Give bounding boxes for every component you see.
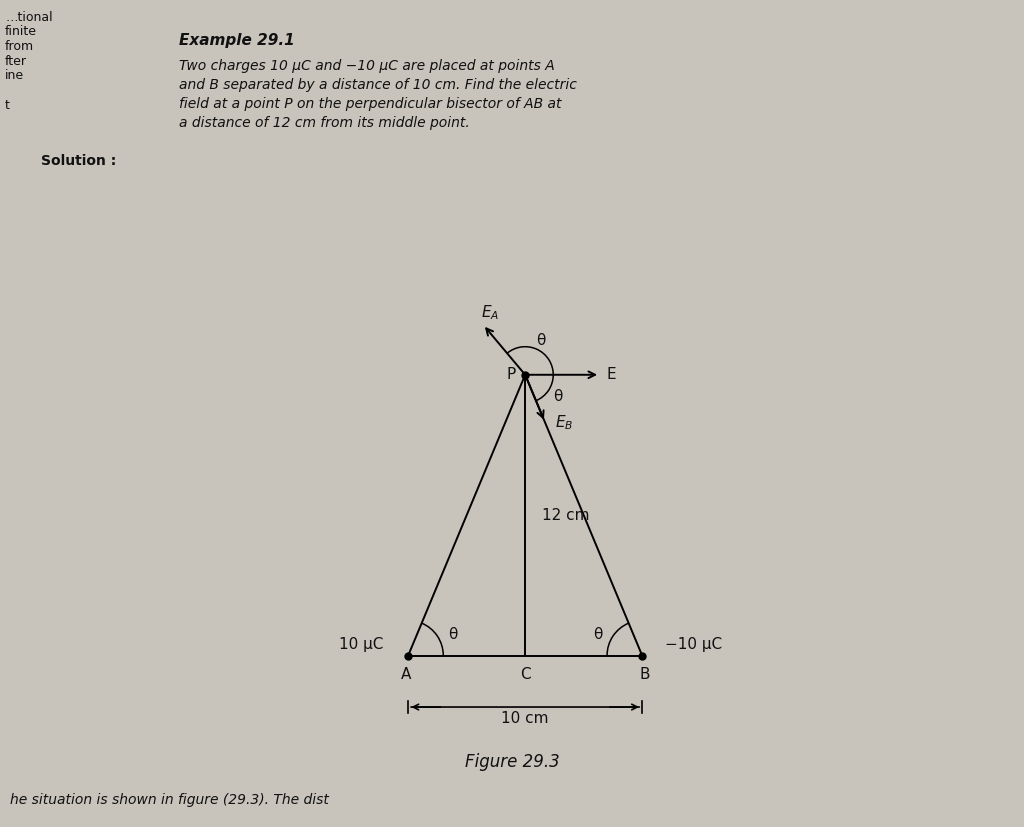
Text: fter: fter [5, 55, 27, 68]
Text: Figure 29.3: Figure 29.3 [465, 753, 559, 772]
Text: ine: ine [5, 69, 25, 83]
Text: from: from [5, 40, 34, 53]
Text: $E_B$: $E_B$ [555, 413, 572, 432]
Text: E: E [607, 367, 616, 382]
Text: A: A [400, 667, 411, 682]
Text: θ: θ [554, 390, 563, 404]
Text: P: P [507, 367, 516, 382]
Text: Two charges 10 μC and −10 μC are placed at points A: Two charges 10 μC and −10 μC are placed … [179, 60, 555, 74]
Text: finite: finite [5, 25, 37, 38]
Text: B: B [639, 667, 650, 682]
Text: $E_A$: $E_A$ [481, 304, 499, 323]
Text: θ: θ [593, 627, 602, 643]
Text: field at a point P on the perpendicular bisector of AB at: field at a point P on the perpendicular … [179, 98, 562, 112]
Text: …tional: …tional [5, 11, 53, 24]
Text: and B separated by a distance of 10 cm. Find the electric: and B separated by a distance of 10 cm. … [179, 79, 578, 93]
Text: 10 μC: 10 μC [339, 637, 384, 652]
Point [400, 649, 417, 662]
Text: t: t [5, 99, 10, 112]
Text: C: C [520, 667, 530, 682]
Text: he situation is shown in figure (29.3). The dist: he situation is shown in figure (29.3). … [10, 793, 329, 807]
Point [634, 649, 650, 662]
Text: θ: θ [537, 333, 546, 348]
Point [517, 368, 534, 381]
Text: θ: θ [447, 627, 458, 643]
Text: −10 μC: −10 μC [665, 637, 722, 652]
Text: a distance of 12 cm from its middle point.: a distance of 12 cm from its middle poin… [179, 117, 470, 131]
Text: 10 cm: 10 cm [502, 711, 549, 726]
Text: Example 29.1: Example 29.1 [179, 33, 295, 49]
Text: 12 cm: 12 cm [542, 508, 589, 523]
Text: Solution :: Solution : [41, 155, 116, 169]
